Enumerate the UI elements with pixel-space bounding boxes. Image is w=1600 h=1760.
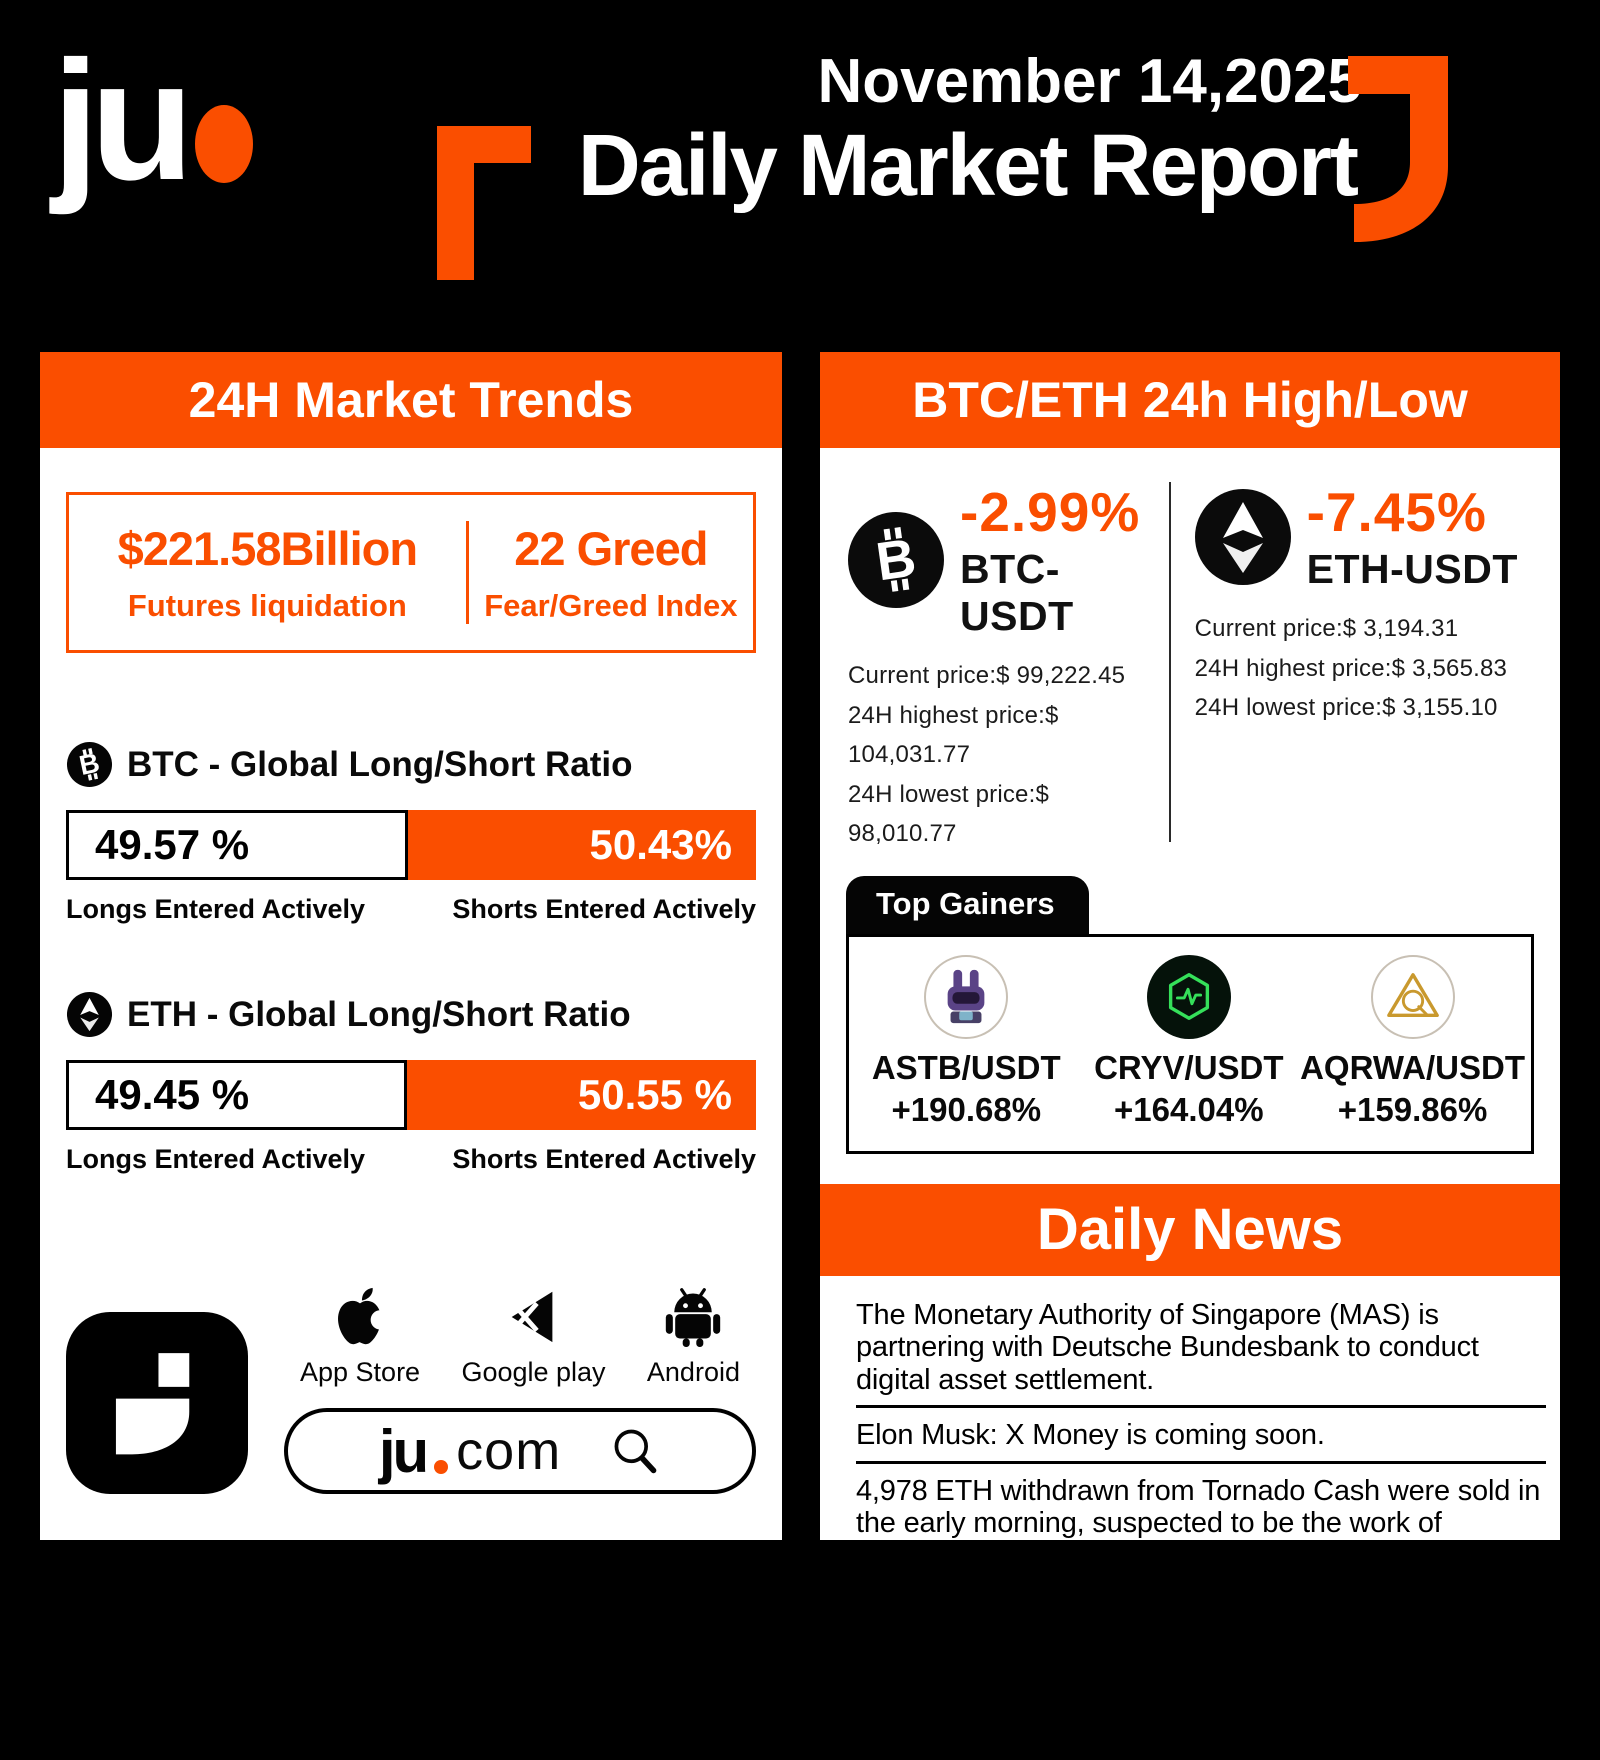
aqrwa-pair: AQRWA/USDT bbox=[1300, 1048, 1525, 1086]
android-icon bbox=[666, 1288, 721, 1347]
btc-coin-icon: B bbox=[848, 512, 944, 608]
btc-current-price: Current price:$ 99,222.45 bbox=[848, 662, 1126, 689]
eth-change: -7.45% bbox=[1306, 481, 1487, 543]
gainer-aqrwa: AQRWA/USDT +159.86% bbox=[1300, 954, 1525, 1129]
corner-bracket-icon bbox=[437, 126, 531, 280]
btc-long-label: Longs Entered Actively bbox=[66, 894, 366, 924]
eth-pair: ETH-USDT bbox=[1306, 546, 1518, 592]
news-item: The Monetary Authority of Singapore (MAS… bbox=[856, 1288, 1546, 1409]
btc-short-pct: 50.43% bbox=[589, 821, 732, 868]
news-item: The dYdX community voted to immediately … bbox=[856, 1584, 1546, 1673]
google-play-label: Google play bbox=[461, 1357, 606, 1387]
eth-ratio-title: ETH - Global Long/Short Ratio bbox=[127, 994, 631, 1034]
btc-change: -2.99% bbox=[960, 481, 1141, 543]
eth-high-price: 24H highest price:$ 3,565.83 bbox=[1194, 654, 1508, 682]
liquidation-label: Futures liquidation bbox=[127, 588, 407, 623]
eth-summary: -7.45% ETH-USDT Current price:$ 3,194.31… bbox=[1171, 476, 1546, 854]
fear-greed-label: Fear/Greed Index bbox=[484, 588, 738, 623]
cryv-change: +164.04% bbox=[1114, 1090, 1264, 1128]
android-badge[interactable]: Android bbox=[647, 1283, 740, 1388]
eth-long-label: Longs Entered Actively bbox=[66, 1144, 366, 1174]
news-item: MoonPay will issue and manage stablecoin… bbox=[856, 1672, 1546, 1760]
report-date: November 14,2025 bbox=[817, 47, 1362, 116]
cryv-pair: CRYV/USDT bbox=[1094, 1048, 1284, 1086]
j-curve-icon bbox=[1346, 50, 1448, 251]
aqrwa-token-icon bbox=[1370, 954, 1455, 1039]
eth-low-price: 24H lowest price:$ 3,155.10 bbox=[1194, 694, 1498, 722]
eth-current-price: Current price:$ 3,194.31 bbox=[1194, 615, 1459, 642]
btc-long-pct: 49.57 % bbox=[95, 821, 250, 868]
btc-short-cell: 50.43% bbox=[408, 810, 756, 880]
eth-long-pct: 49.45 % bbox=[95, 1071, 250, 1118]
btc-ratio-bar: 49.57 % 50.43% bbox=[66, 810, 756, 880]
domain-bold: ju bbox=[378, 1417, 429, 1485]
daily-news-list: The Monetary Authority of Singapore (MAS… bbox=[820, 1276, 1560, 1760]
futures-liquidation-stat: $221.58Billion Futures liquidation bbox=[69, 521, 466, 624]
google-play-icon bbox=[506, 1291, 553, 1343]
google-play-badge[interactable]: Google play bbox=[461, 1283, 606, 1388]
btc-high-price: 24H highest price:$ 104,031.77 bbox=[848, 701, 1059, 769]
ju-logo-dot-icon bbox=[195, 105, 254, 183]
page-title: Daily Market Report bbox=[577, 117, 1359, 214]
top-gainers-tab: Top Gainers bbox=[846, 875, 1089, 934]
gainer-cryv: CRYV/USDT +164.04% bbox=[1078, 954, 1301, 1129]
app-store-label: App Store bbox=[300, 1357, 421, 1387]
android-label: Android bbox=[646, 1357, 740, 1387]
news-item: Elon Musk: X Money is coming soon. bbox=[856, 1408, 1546, 1464]
eth-coin-icon bbox=[1194, 488, 1291, 585]
market-trends-panel: 24H Market Trends $221.58Billion Futures… bbox=[40, 352, 782, 1540]
ju-logo-text: ju bbox=[52, 26, 194, 216]
ju-com-link[interactable]: ju com bbox=[284, 1408, 756, 1494]
coin-divider bbox=[1168, 482, 1171, 842]
eth-short-cell: 50.55 % bbox=[407, 1060, 756, 1130]
btc-pair: BTC-USDT bbox=[960, 546, 1074, 639]
apple-icon bbox=[338, 1287, 391, 1345]
news-item: 4,978 ETH withdrawn from Tornado Cash we… bbox=[856, 1464, 1546, 1585]
daily-news-title: Daily News bbox=[820, 1183, 1560, 1276]
eth-long-cell: 49.45 % bbox=[66, 1060, 408, 1130]
market-trends-title: 24H Market Trends bbox=[40, 352, 782, 448]
ju-app-icon bbox=[66, 1312, 248, 1494]
ju-logo: ju bbox=[52, 26, 254, 216]
cryv-token-icon bbox=[1146, 954, 1231, 1039]
eth-ratio-block: ETH - Global Long/Short Ratio 49.45 % 50… bbox=[66, 991, 756, 1175]
astb-pair: ASTB/USDT bbox=[871, 1048, 1061, 1086]
btc-short-label: Shorts Entered Actively bbox=[452, 894, 756, 924]
eth-ratio-bar: 49.45 % 50.55 % bbox=[66, 1060, 756, 1130]
btc-low-price: 24H lowest price:$ 98,010.77 bbox=[848, 780, 1050, 848]
high-low-title: BTC/ETH 24h High/Low bbox=[820, 352, 1560, 448]
astb-token-icon bbox=[924, 954, 1009, 1039]
app-store-badge[interactable]: App Store bbox=[300, 1283, 420, 1388]
stats-box: $221.58Billion Futures liquidation 22 Gr… bbox=[66, 492, 756, 653]
domain-rest: com bbox=[456, 1421, 562, 1481]
astb-change: +190.68% bbox=[891, 1090, 1042, 1128]
top-gainers-box: ASTB/USDT +190.68% CRYV/USDT +164.04% bbox=[846, 933, 1534, 1154]
liquidation-value: $221.58Billion bbox=[117, 522, 418, 575]
eth-icon bbox=[66, 991, 113, 1038]
left-panel-footer: App Store Google play bbox=[40, 1283, 782, 1540]
btc-icon: B bbox=[66, 741, 113, 788]
eth-short-label: Shorts Entered Actively bbox=[452, 1144, 756, 1174]
btc-long-cell: 49.57 % bbox=[66, 810, 409, 880]
search-icon bbox=[614, 1429, 657, 1474]
btc-summary: B -2.99% BTC-USDT Current price:$ 99,222… bbox=[834, 476, 1169, 854]
aqrwa-change: +159.86% bbox=[1337, 1090, 1488, 1128]
eth-short-pct: 50.55 % bbox=[577, 1071, 732, 1118]
fear-greed-value: 22 Greed bbox=[514, 522, 708, 575]
coins-row: B -2.99% BTC-USDT Current price:$ 99,222… bbox=[834, 476, 1546, 854]
domain-dot-icon bbox=[434, 1460, 449, 1474]
fear-greed-stat: 22 Greed Fear/Greed Index bbox=[465, 521, 753, 624]
high-low-panel: BTC/ETH 24h High/Low B -2 bbox=[820, 352, 1560, 1760]
btc-ratio-title: BTC - Global Long/Short Ratio bbox=[127, 744, 633, 784]
gainer-astb: ASTB/USDT +190.68% bbox=[855, 954, 1078, 1129]
btc-ratio-block: B BTC - Global Long/Short Ratio 49.57 % … bbox=[66, 741, 756, 925]
